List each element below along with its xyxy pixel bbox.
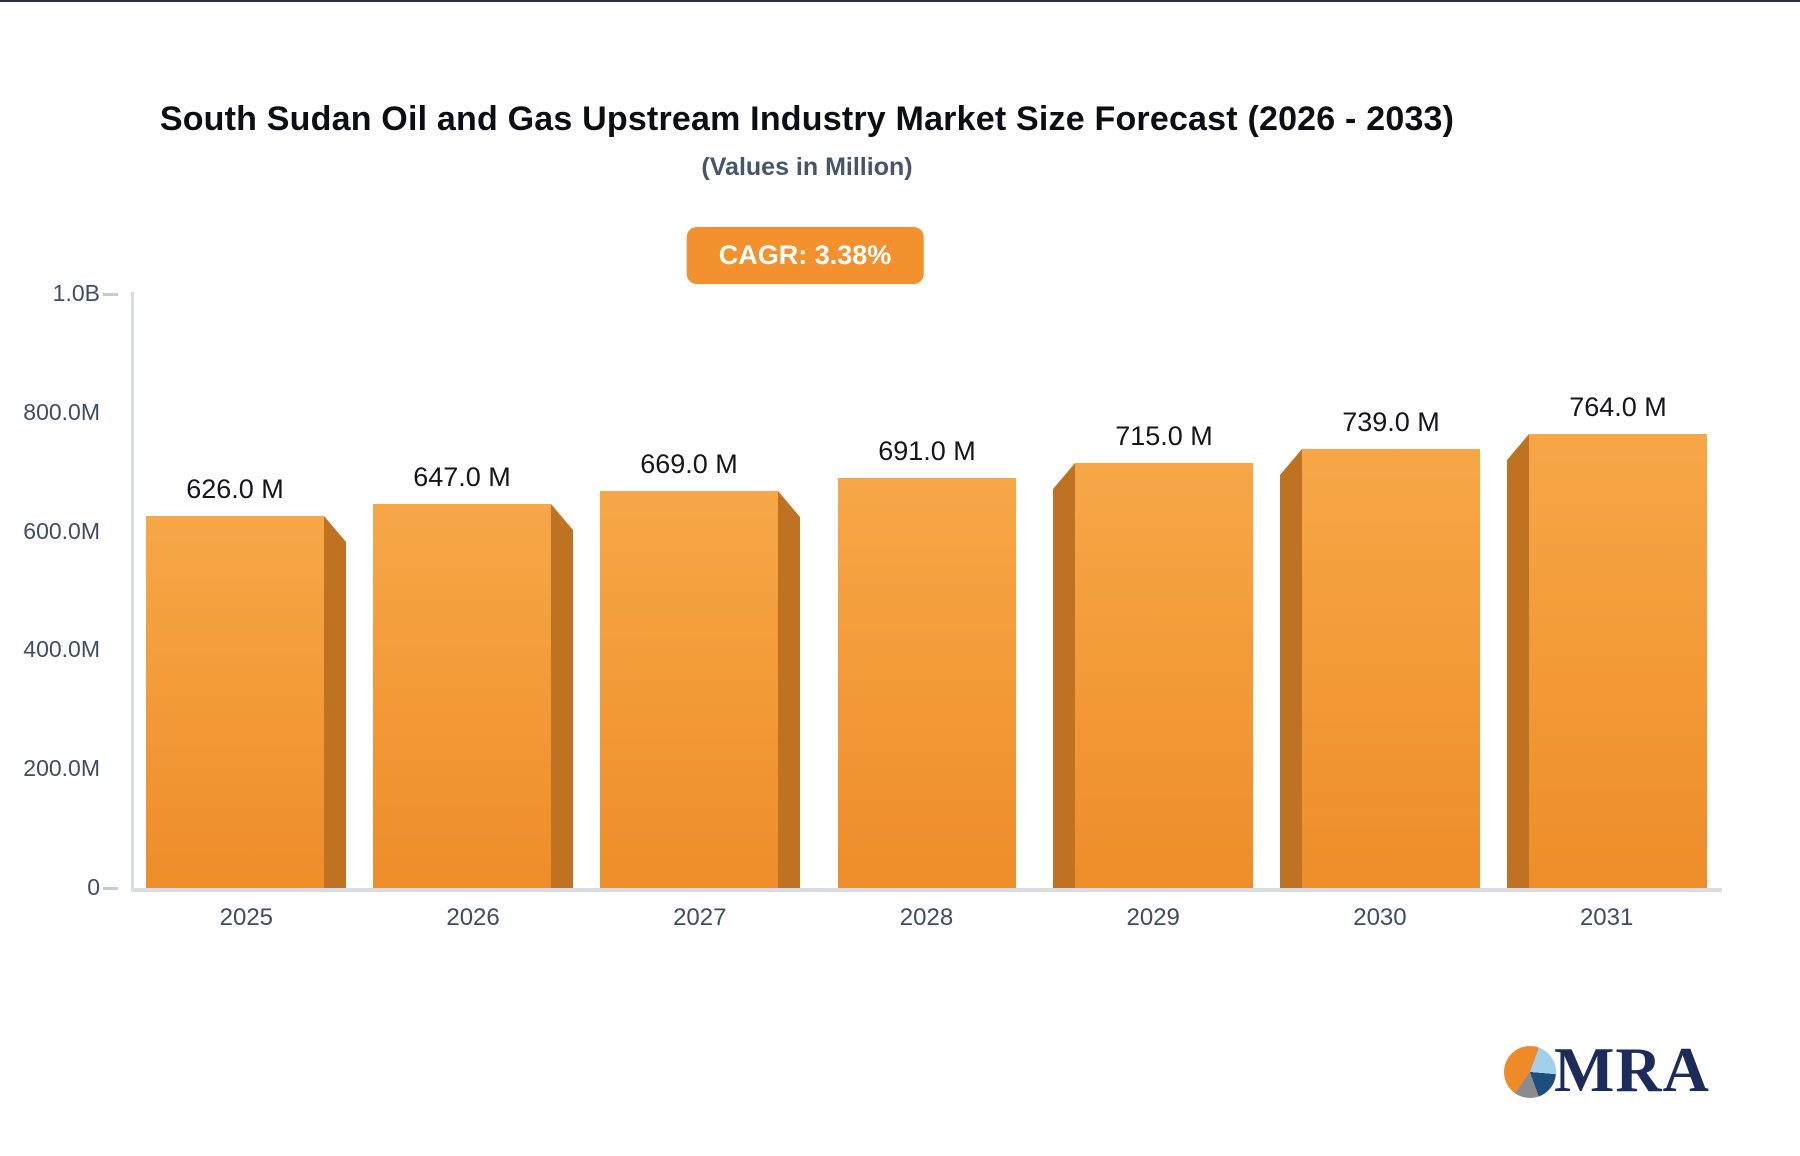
bar-face-2031: [1529, 434, 1707, 888]
bar-2025[interactable]: [146, 516, 346, 888]
mra-logo[interactable]: MRA: [1502, 1038, 1709, 1102]
bar-value-label-2027: 669.0 M: [640, 449, 738, 479]
bar-face-2028: [838, 478, 1016, 888]
x-axis-label-2029: 2029: [1126, 904, 1180, 931]
bar-2031[interactable]: [1507, 434, 1707, 888]
y-axis-label-200.0M: 200.0M: [23, 755, 100, 782]
cagr-badge: CAGR: 3.38%: [686, 227, 924, 284]
chart-header: South Sudan Oil and Gas Upstream Industr…: [0, 2, 1614, 182]
bar-value-label-2028: 691.0 M: [878, 436, 976, 466]
bar-value-label-2031: 764.0 M: [1569, 392, 1667, 422]
bar-value-label-2030: 739.0 M: [1342, 407, 1440, 437]
bar-side-2027: [778, 491, 800, 888]
pie-chart-logo-icon: [1504, 1046, 1556, 1098]
x-axis-label-2027: 2027: [673, 904, 727, 931]
y-axis-label-600.0M: 600.0M: [23, 517, 100, 544]
y-axis-label-800.0M: 800.0M: [23, 398, 100, 425]
bar-side-2026: [551, 504, 573, 888]
bar-value-label-2029: 715.0 M: [1115, 421, 1213, 451]
x-axis-label-2031: 2031: [1579, 904, 1634, 931]
y-axis-label-1.0B: 1.0B: [52, 280, 100, 306]
bar-value-label-2026: 647.0 M: [413, 462, 511, 492]
bar-side-2029: [1053, 463, 1075, 888]
y-axis-label-0: 0: [87, 874, 100, 900]
x-axis-baseline: [131, 888, 1722, 892]
bar-side-2025: [324, 516, 346, 888]
bar-2027[interactable]: [600, 491, 800, 888]
bar-face-2026: [373, 504, 551, 888]
logo-text: MRA: [1554, 1034, 1710, 1105]
y-axis-line: [131, 292, 134, 890]
bar-2030[interactable]: [1280, 449, 1480, 888]
bar-2028[interactable]: [838, 478, 1016, 888]
bar-2029[interactable]: [1053, 463, 1253, 888]
bar-face-2025: [146, 516, 324, 888]
bar-face-2027: [600, 491, 778, 888]
y-axis-label-400.0M: 400.0M: [23, 636, 100, 663]
y-axis-tick: [103, 887, 118, 890]
x-axis-label-2026: 2026: [446, 904, 500, 931]
chart-subtitle: (Values in Million): [701, 153, 913, 181]
bar-face-2030: [1302, 449, 1480, 888]
bar-value-label-2025: 626.0 M: [186, 474, 284, 504]
bar-2026[interactable]: [373, 504, 573, 888]
x-axis-label-2028: 2028: [899, 904, 954, 931]
bar-side-2031: [1507, 434, 1529, 888]
x-axis-label-2025: 2025: [219, 904, 274, 931]
bar-side-2030: [1280, 449, 1302, 888]
chart-title: South Sudan Oil and Gas Upstream Industr…: [159, 100, 1455, 138]
y-axis-tick: [103, 293, 118, 296]
bar-face-2029: [1075, 463, 1253, 888]
x-axis-label-2030: 2030: [1353, 904, 1407, 931]
